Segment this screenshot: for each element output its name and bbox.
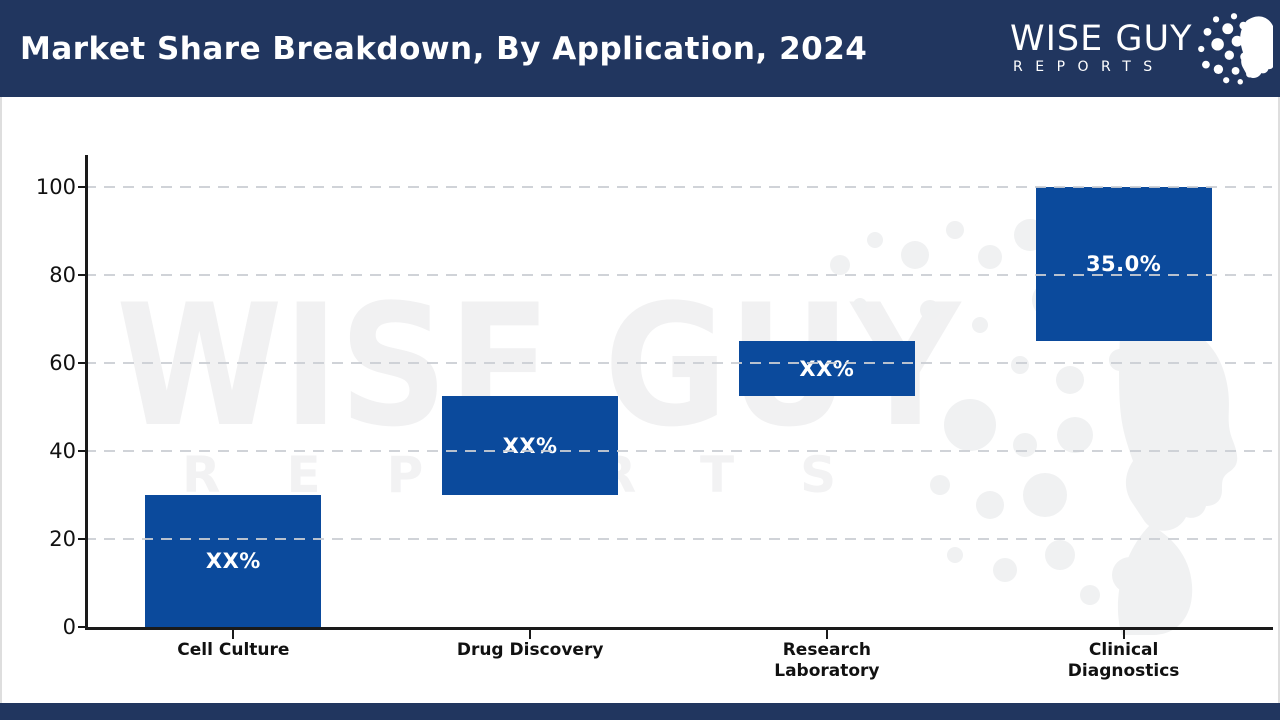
y-axis-line [85, 155, 88, 630]
x-tick-mark-cell-culture [232, 630, 235, 639]
x-tick-mark-research-laboratory [825, 630, 828, 639]
bar-drug-discovery: XX% [442, 396, 619, 495]
gridline-60 [85, 362, 1272, 364]
x-axis-line [85, 627, 1273, 630]
bar-value-label: XX% [205, 549, 261, 573]
x-tick-label-line: Drug Discovery [456, 640, 604, 660]
bar-research-laboratory: XX% [738, 341, 915, 396]
bar-value-label: XX% [502, 433, 558, 458]
y-tick-mark-80 [78, 274, 86, 276]
logo-reports-label: REPORTS [1013, 59, 1165, 75]
y-tick-mark-0 [78, 626, 86, 628]
logo-face-icon [1197, 12, 1273, 84]
y-tick-label-0: 0 [62, 615, 76, 639]
x-tick-label-line: Research [782, 640, 872, 660]
y-tick-mark-60 [78, 362, 86, 364]
x-tick-label-line: Laboratory [774, 661, 880, 681]
y-tick-mark-20 [78, 538, 86, 540]
x-tick-mark-clinical-diagnostics [1122, 630, 1125, 639]
page-title: Market Share Breakdown, By Application, … [20, 31, 868, 67]
wiseguy-logo: WISE GUY REPORTS [1010, 6, 1273, 91]
x-tick-label-cell-culture: Cell Culture [123, 640, 343, 661]
y-tick-mark-100 [78, 186, 86, 188]
header: Market Share Breakdown, By Application, … [0, 0, 1280, 97]
gridline-80 [85, 274, 1272, 276]
y-tick-label-80: 80 [49, 263, 76, 287]
logo-wiseguy-label: WISE GUY [1010, 19, 1193, 59]
gridline-40 [85, 450, 1272, 452]
y-tick-label-40: 40 [49, 439, 76, 463]
y-tick-label-60: 60 [49, 351, 76, 375]
x-tick-label-clinical-diagnostics: Clinical Diagnostics [1014, 640, 1234, 682]
x-tick-label-research-laboratory: Research Laboratory [717, 640, 937, 682]
bar-cell-culture: XX% [145, 495, 322, 627]
bar-clinical-diagnostics: 35.0% [1035, 187, 1212, 341]
y-tick-label-100: 100 [35, 175, 76, 199]
x-tick-label-line: Diagnostics [1067, 661, 1180, 681]
x-tick-label-line: Clinical [1088, 640, 1159, 660]
y-tick-label-20: 20 [49, 527, 76, 551]
gridline-20 [85, 538, 1272, 540]
footer-bar [0, 703, 1280, 720]
y-tick-mark-40 [78, 450, 86, 452]
gridline-100 [85, 186, 1272, 188]
bar-value-label: XX% [799, 356, 855, 381]
x-tick-mark-drug-discovery [529, 630, 532, 639]
bar-value-label: 35.0% [1085, 252, 1162, 276]
x-tick-label-line: Cell Culture [177, 640, 290, 660]
x-tick-label-drug-discovery: Drug Discovery [420, 640, 640, 661]
logo-text: WISE GUY REPORTS [1010, 21, 1193, 76]
